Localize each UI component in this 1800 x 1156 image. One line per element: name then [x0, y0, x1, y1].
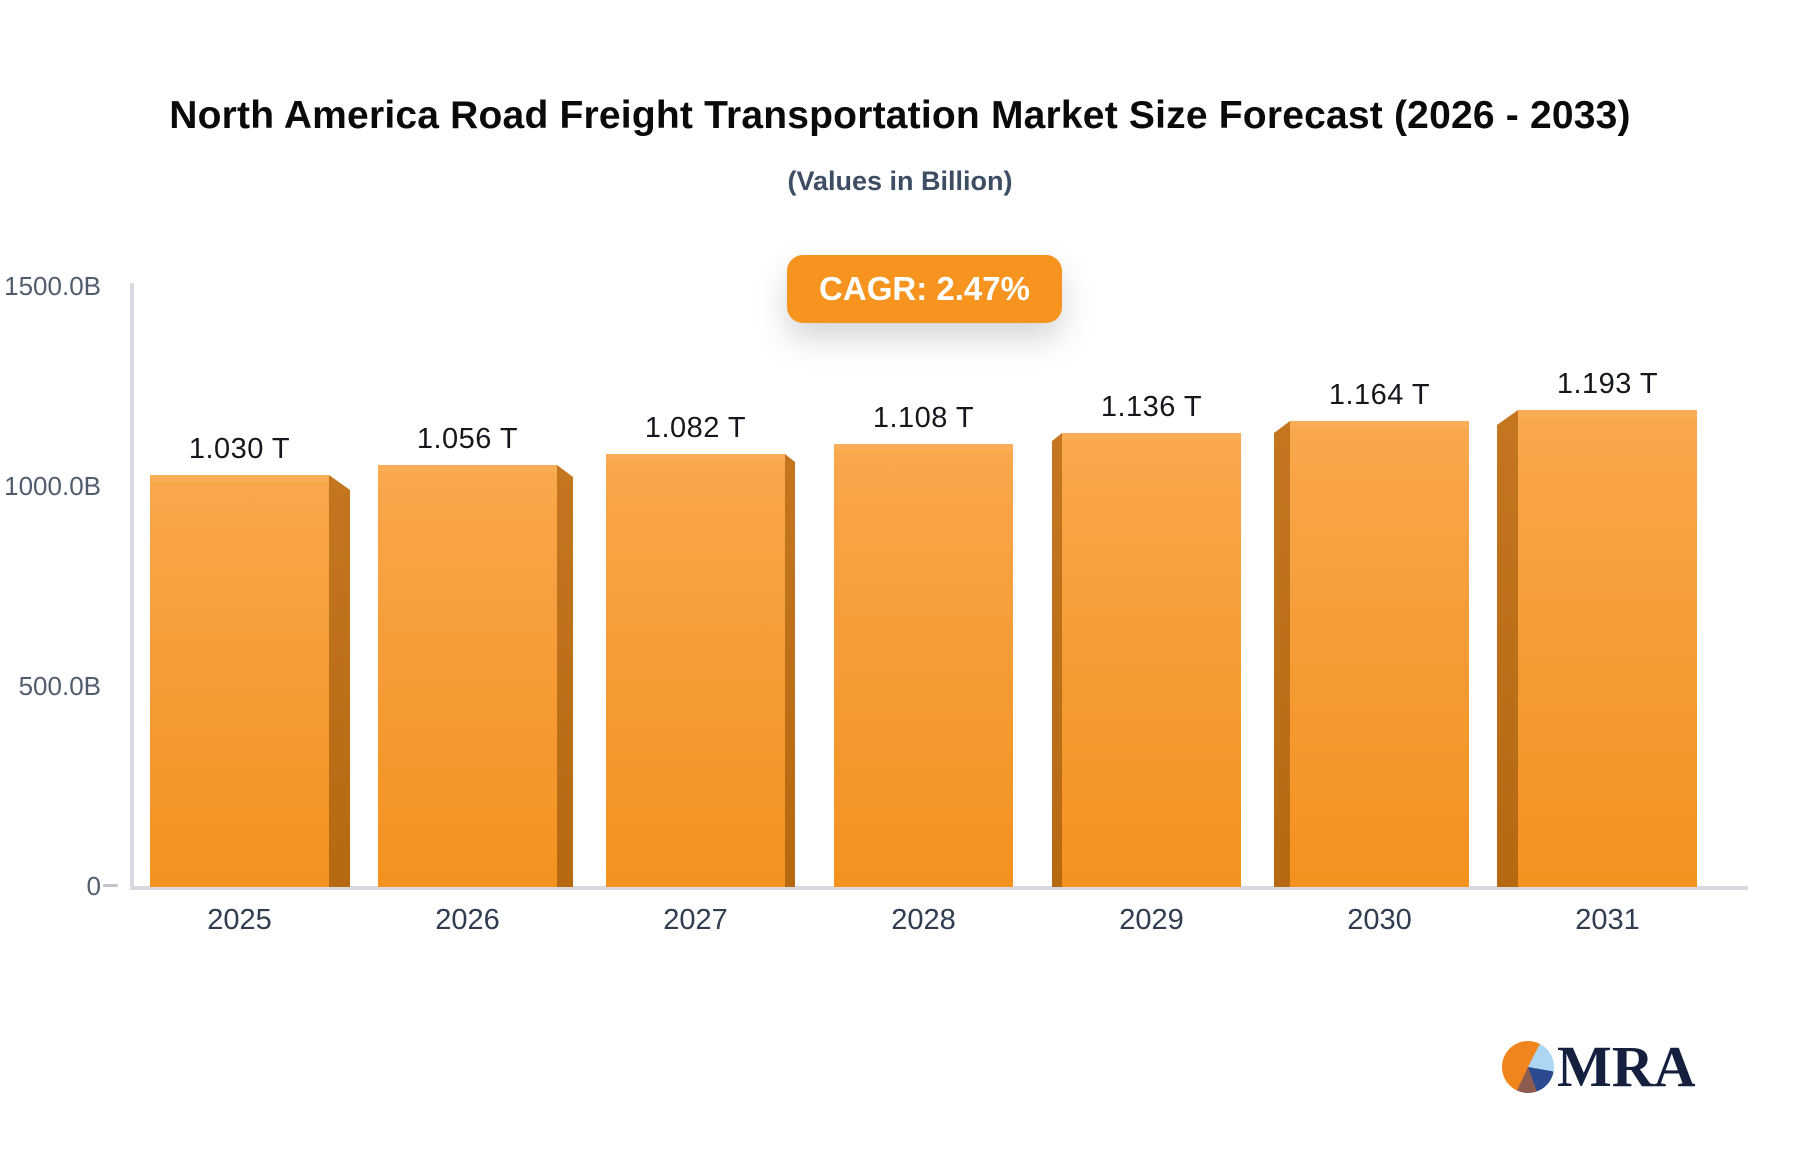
bar-value-label-2030: 1.164 T — [1328, 379, 1431, 411]
bar-2027 — [606, 454, 785, 887]
x-axis-label-2025: 2025 — [207, 904, 272, 936]
bar-value-label-2029: 1.136 T — [1100, 391, 1203, 423]
mra-logo: MRA — [1502, 1036, 1696, 1098]
y-tick-label-500: 500.0B — [18, 671, 101, 701]
x-axis-label-2030: 2030 — [1347, 904, 1412, 936]
bar-2031-side-face — [1497, 410, 1518, 887]
y-tick-label-1500: 1500.0B — [4, 271, 101, 301]
x-axis-label-2026: 2026 — [435, 904, 500, 936]
bar-2030-side-face — [1274, 421, 1290, 887]
logo-text: MRA — [1557, 1034, 1696, 1099]
x-axis-label-2028: 2028 — [891, 904, 956, 936]
bar-value-label-2027: 1.082 T — [644, 412, 747, 444]
bar-2025 — [150, 475, 329, 887]
x-axis-label-2029: 2029 — [1119, 904, 1184, 936]
x-axis-line — [130, 886, 1748, 890]
bar-value-label-2026: 1.056 T — [416, 423, 519, 455]
bar-2029-side-face — [1052, 433, 1062, 887]
bar-2028 — [834, 444, 1013, 887]
y-tick-label-0: 0 — [86, 871, 101, 901]
bar-value-label-2025: 1.030 T — [188, 433, 291, 465]
bar-value-label-2028: 1.108 T — [872, 402, 975, 434]
bar-value-label-2031: 1.193 T — [1556, 368, 1659, 400]
bar-2026-side-face — [557, 465, 573, 887]
bar-2027-side-face — [785, 454, 795, 887]
chart-subtitle: (Values in Billion) — [787, 166, 1013, 196]
zero-tick-mark — [103, 884, 118, 887]
y-tick-label-1000: 1000.0B — [4, 471, 101, 501]
bar-2025-side-face — [329, 475, 350, 887]
bar-2026 — [378, 465, 557, 887]
x-axis-label-2031: 2031 — [1575, 904, 1640, 936]
cagr-badge-label: CAGR: 2.47% — [819, 270, 1030, 307]
pie-chart-logo-icon — [1502, 1041, 1554, 1093]
bar-2029 — [1062, 433, 1241, 887]
x-axis-label-2027: 2027 — [663, 904, 728, 936]
y-axis-line — [130, 283, 134, 890]
chart-title: North America Road Freight Transportatio… — [169, 94, 1631, 137]
bar-2031 — [1518, 410, 1697, 887]
cagr-badge: CAGR: 2.47% — [787, 255, 1062, 323]
bar-2030 — [1290, 421, 1469, 887]
